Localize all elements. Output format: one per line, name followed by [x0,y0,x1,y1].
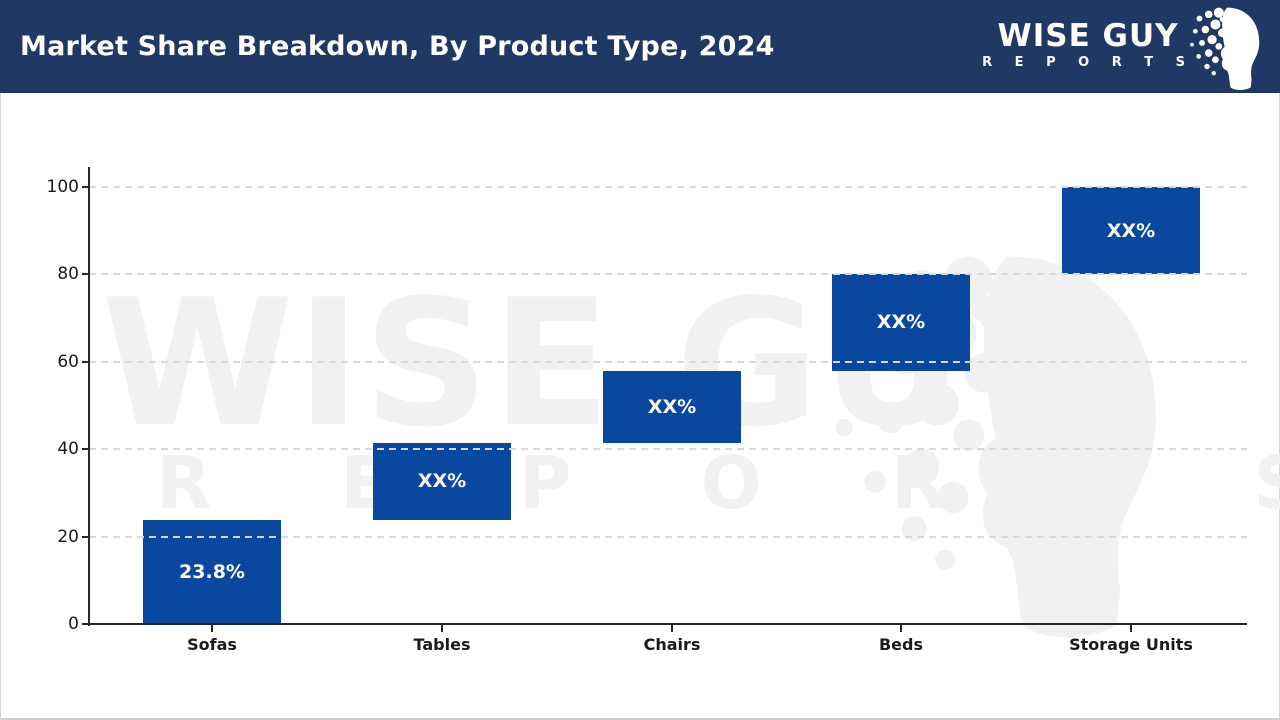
y-tick-label-0: 0 [68,614,79,634]
logo-wordmark: WISE GUY [997,18,1179,54]
y-tick-20 [82,535,88,538]
bar-value-label: 23.8% [179,560,245,583]
y-tick-label-40: 40 [57,439,79,460]
header-bar: Market Share Breakdown, By Product Type,… [0,0,1280,93]
x-category-label: Tables [413,635,471,654]
gridline-40 [89,448,1247,451]
bar-value-label: XX% [1106,219,1156,242]
gridline-80 [89,273,1247,276]
bar-chairs[interactable]: XX% [603,370,741,443]
gridline-100 [89,186,1247,188]
y-tick-60 [82,360,88,363]
y-tick-0 [82,623,88,625]
y-tick-label-60: 60 [57,351,79,372]
logo-head-icon [1190,7,1260,90]
x-category-label: Storage Units [1069,635,1193,654]
x-category-label: Sofas [187,635,237,654]
x-tick-2 [671,625,673,632]
x-axis-line [88,623,1247,625]
logo-text: WISE GUY R E P O R T S [982,20,1194,70]
x-category-label: Chairs [643,635,701,654]
bar-tables[interactable]: XX% [373,442,511,520]
x-tick-4 [1130,625,1132,632]
x-category-label: Beds [878,635,924,654]
bar-storage-units[interactable]: XX% [1062,187,1200,275]
x-tick-3 [900,625,902,632]
y-tick-label-20: 20 [57,526,79,547]
gridline-60 [89,360,1247,363]
page-title: Market Share Breakdown, By Product Type,… [20,31,775,62]
bar-value-label: XX% [647,395,697,418]
y-tick-label-100: 100 [46,177,79,197]
bar-value-label: XX% [417,470,467,493]
y-tick-80 [82,273,88,276]
x-tick-1 [441,625,443,632]
bottom-border [1,718,1280,720]
wise-guy-logo: WISE GUY R E P O R T S [982,4,1266,90]
bar-beds[interactable]: XX% [832,274,970,371]
y-axis-line [88,167,90,626]
y-tick-label-80: 80 [57,264,79,285]
y-tick-40 [82,448,88,451]
bar-value-label: XX% [876,311,926,334]
y-tick-100 [82,186,88,188]
chart-area: WISE GUY R E P O R T S 0 20 40 60 80 100 23.8%… [0,93,1280,720]
x-tick-0 [211,625,213,632]
gridline-20 [89,535,1247,538]
logo-subtitle: R E P O R T S [982,54,1194,70]
